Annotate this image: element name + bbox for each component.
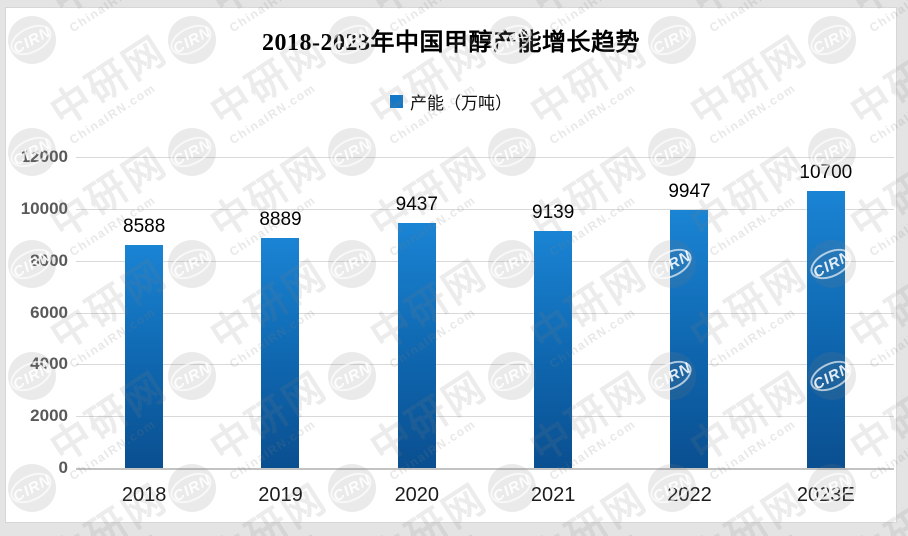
- chart-title: 2018-2023年中国甲醇产能增长趋势: [262, 30, 640, 56]
- x-tick-label: 2022: [667, 484, 712, 506]
- x-axis-labels: 2018 2019 2020 2021 2022 2023E: [76, 484, 894, 507]
- bar-slot: 8588: [76, 157, 212, 468]
- gridline: [76, 260, 894, 262]
- y-tick-label: 10000: [20, 198, 68, 218]
- y-tick-label: 0: [58, 458, 68, 477]
- bar: [125, 245, 164, 468]
- bar-value-label: 8889: [259, 208, 302, 230]
- bar: [397, 223, 436, 468]
- gridline: [76, 364, 894, 366]
- gridline: [76, 208, 894, 210]
- bar: [670, 210, 709, 468]
- legend-label: 产能（万吨）: [410, 94, 512, 113]
- bar-slot: 10700: [758, 157, 894, 468]
- y-tick-label: 4000: [30, 354, 68, 374]
- legend-swatch-icon: [390, 95, 403, 108]
- gridline: [76, 157, 894, 158]
- bar-slot: 9947: [621, 157, 757, 468]
- bar-slot: 9437: [349, 157, 485, 468]
- gridline: [76, 312, 894, 314]
- bar-value-label: 8588: [123, 216, 166, 238]
- bar-value-label: 9437: [395, 194, 438, 216]
- y-tick-label: 8000: [30, 250, 68, 270]
- bar: [806, 190, 845, 468]
- chart-card: 2018-2023年中国甲醇产能增长趋势 产能（万吨） 12000 10000 80…: [5, 7, 897, 523]
- x-axis-line: [76, 468, 894, 470]
- x-tick-label: 2018: [121, 484, 167, 506]
- y-tick-label: 2000: [30, 406, 68, 426]
- legend: 产能（万吨）: [6, 89, 896, 114]
- bar-value-label: 10700: [799, 161, 853, 183]
- x-tick-label: 2021: [530, 484, 576, 506]
- bar-slot: 9139: [485, 157, 621, 468]
- y-tick-label: 12000: [20, 147, 68, 166]
- plot-area: 8588 8889 9437 9139 9947 10700: [76, 157, 894, 470]
- x-tick-label: 2019: [258, 484, 303, 506]
- y-tick-label: 6000: [30, 302, 68, 322]
- bar-slots: 8588 8889 9437 9139 9947 10700: [76, 157, 894, 468]
- y-axis-labels: 12000 10000 8000 6000 4000 2000 0: [12, 147, 68, 477]
- bar: [534, 231, 573, 468]
- gridline: [76, 416, 894, 418]
- bar: [261, 237, 300, 468]
- bar-slot: 8889: [212, 157, 348, 468]
- bar-value-label: 9947: [668, 181, 711, 203]
- x-tick-label: 2023E: [796, 484, 855, 506]
- x-tick-label: 2020: [394, 484, 440, 506]
- bar-value-label: 9139: [532, 202, 575, 224]
